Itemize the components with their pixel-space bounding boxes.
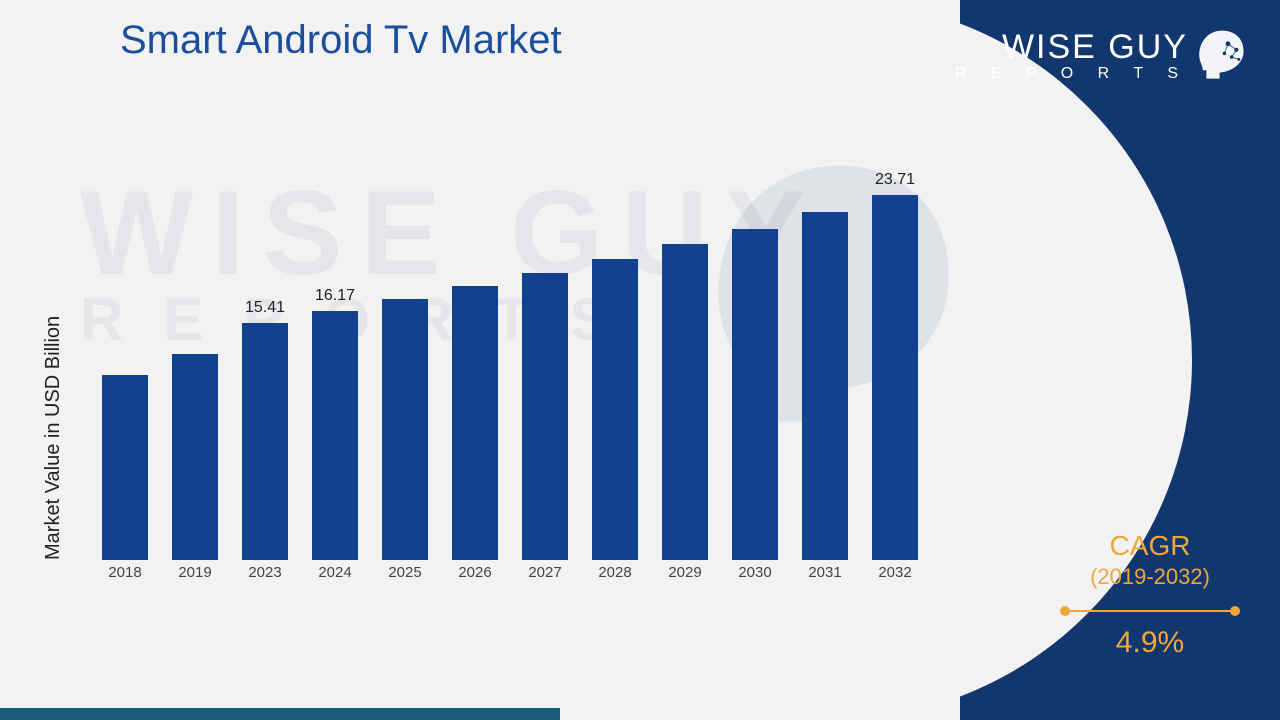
bar	[242, 323, 288, 560]
cagr-range: (2019-2032)	[1050, 564, 1250, 590]
brand-logo: WISE GUY R E P O R T S	[955, 28, 1252, 83]
cagr-divider	[1065, 610, 1235, 612]
x-tick-label: 2024	[300, 564, 370, 581]
bar-value-label: 16.17	[300, 287, 370, 305]
x-tick-label: 2019	[160, 564, 230, 581]
bar-group: 2027	[510, 160, 580, 560]
bar	[452, 286, 498, 560]
x-tick-label: 2018	[90, 564, 160, 581]
bar-group: 2018	[90, 160, 160, 560]
figure-canvas: WISE GUYREPORTS Smart Android Tv Market …	[0, 0, 1280, 720]
bar	[732, 229, 778, 560]
bar	[592, 259, 638, 560]
cagr-block: CAGR (2019-2032) 4.9%	[1050, 530, 1250, 660]
footer-accent-bar	[0, 708, 560, 720]
x-tick-label: 2032	[860, 564, 930, 581]
bar-value-label: 23.71	[860, 171, 930, 189]
bar-group: 15.412023	[230, 160, 300, 560]
x-tick-label: 2023	[230, 564, 300, 581]
x-tick-label: 2030	[720, 564, 790, 581]
bar-group: 2028	[580, 160, 650, 560]
bar	[102, 375, 148, 560]
bar-group: 16.172024	[300, 160, 370, 560]
bar-group: 2031	[790, 160, 860, 560]
bar	[312, 311, 358, 560]
bar	[802, 212, 848, 560]
cagr-value: 4.9%	[1050, 626, 1250, 660]
bar	[172, 354, 218, 560]
bar-group: 2030	[720, 160, 790, 560]
brand-subtitle: R E P O R T S	[955, 65, 1188, 83]
y-axis-label: Market Value in USD Billion	[42, 316, 65, 560]
bar-group: 2025	[370, 160, 440, 560]
bar	[872, 195, 918, 560]
plot-area: 2018201915.41202316.17202420252026202720…	[90, 160, 940, 560]
brand-name: WISE GUY	[955, 28, 1188, 67]
chart-title: Smart Android Tv Market	[120, 18, 562, 63]
bar-group: 23.712032	[860, 160, 930, 560]
bar-value-label: 15.41	[230, 299, 300, 317]
x-tick-label: 2028	[580, 564, 650, 581]
bar	[522, 273, 568, 560]
bar-chart: Market Value in USD Billion 2018201915.4…	[60, 160, 940, 600]
bar	[662, 244, 708, 560]
x-tick-label: 2031	[790, 564, 860, 581]
bar-group: 2026	[440, 160, 510, 560]
bar-group: 2029	[650, 160, 720, 560]
x-tick-label: 2025	[370, 564, 440, 581]
x-tick-label: 2026	[440, 564, 510, 581]
bar-group: 2019	[160, 160, 230, 560]
cagr-label: CAGR	[1050, 530, 1250, 562]
x-tick-label: 2027	[510, 564, 580, 581]
x-tick-label: 2029	[650, 564, 720, 581]
bar	[382, 299, 428, 560]
